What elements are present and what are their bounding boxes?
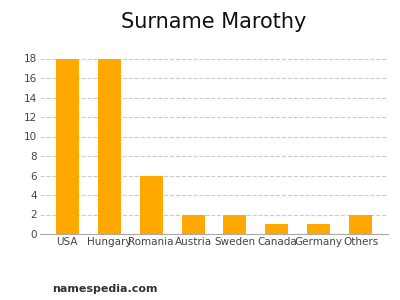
Bar xyxy=(224,214,246,234)
Bar xyxy=(56,58,79,234)
Bar xyxy=(182,214,204,234)
Bar xyxy=(265,224,288,234)
Bar xyxy=(98,58,121,234)
Bar xyxy=(349,214,372,234)
Title: Surname Marothy: Surname Marothy xyxy=(121,12,307,32)
Bar xyxy=(140,176,163,234)
Bar xyxy=(307,224,330,234)
Text: namespedia.com: namespedia.com xyxy=(52,284,158,294)
